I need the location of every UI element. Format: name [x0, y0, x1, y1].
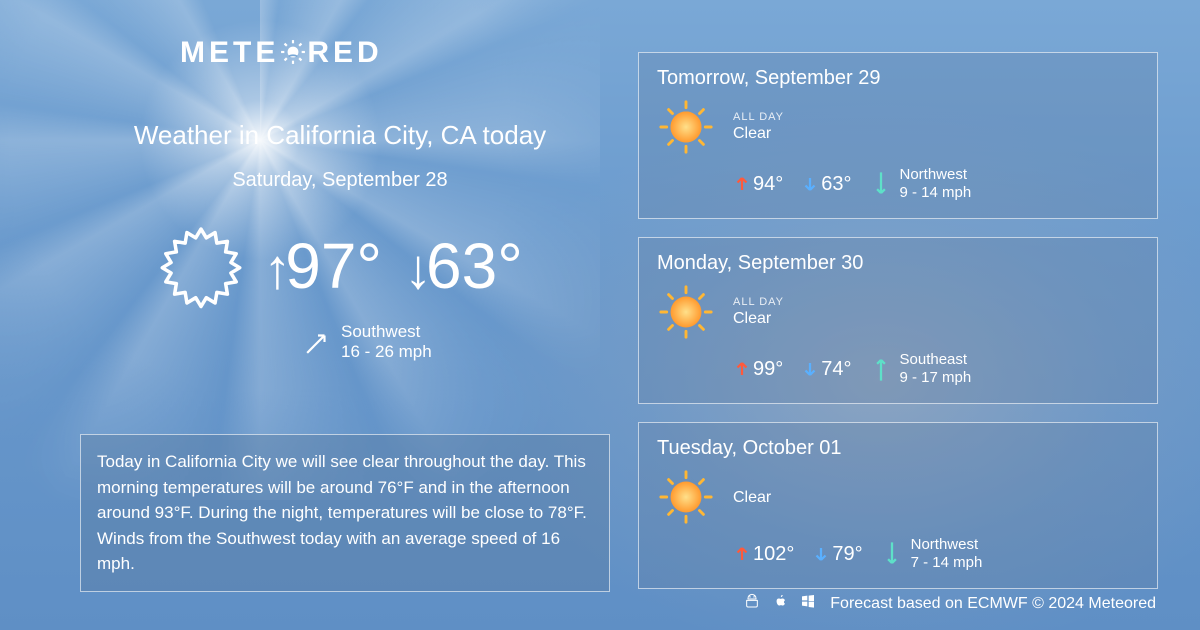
footer: Forecast based on ECMWF © 2024 Meteored [744, 593, 1156, 614]
forecast-low: 79° [812, 543, 862, 566]
today-date: Saturday, September 28 [80, 169, 600, 192]
android-icon [744, 593, 760, 614]
today-wind: Southwest 16 - 26 mph [305, 322, 600, 362]
footer-attribution: Forecast based on ECMWF © 2024 Meteored [830, 595, 1156, 613]
today-panel: Weather in California City, CA today Sat… [80, 120, 600, 362]
forecast-wind: Northwest 9 - 14 mph [870, 166, 972, 202]
today-temps: ↑97° ↓63° [80, 222, 600, 310]
forecast-low: 74° [801, 358, 851, 381]
today-high: ↑97° [263, 229, 382, 303]
forecast-condition: Clear [733, 125, 823, 143]
wind-arrow-icon [305, 329, 331, 355]
forecast-condition: Clear [733, 310, 823, 328]
forecast-low: 63° [801, 173, 851, 196]
forecast-card: Tomorrow, September 29 ALL DAY Clear [638, 52, 1158, 219]
brand-logo: METE RED [180, 36, 383, 70]
brand-text-1: METE [180, 36, 279, 69]
forecast-high: 94° [733, 173, 783, 196]
page-title: Weather in California City, CA today [80, 120, 600, 151]
brand-sun-icon [280, 39, 306, 65]
wind-direction-icon [876, 538, 907, 569]
allday-label: ALL DAY [733, 111, 823, 123]
apple-icon [772, 593, 788, 614]
forecast-wind: Northwest 7 - 14 mph [881, 536, 983, 572]
forecast-card: Monday, September 30 ALL DAY Clear 99° [638, 237, 1158, 404]
forecast-wind: Southeast 9 - 17 mph [870, 351, 972, 387]
wind-direction-icon [865, 168, 896, 199]
forecast-date: Tomorrow, September 29 [657, 67, 1139, 90]
today-low: ↓63° [404, 229, 523, 303]
brand-text-2: RED [307, 36, 382, 69]
forecast-date: Monday, September 30 [657, 252, 1139, 275]
today-wind-direction: Southwest [341, 322, 432, 342]
sun-outline-icon [157, 222, 245, 310]
allday-label: ALL DAY [733, 296, 823, 308]
sun-icon [657, 468, 715, 526]
wind-direction-icon [865, 353, 896, 384]
sun-icon [657, 283, 715, 341]
forecast-cards: Tomorrow, September 29 ALL DAY Clear [638, 52, 1158, 589]
forecast-high: 99° [733, 358, 783, 381]
forecast-high: 102° [733, 543, 794, 566]
windows-icon [800, 593, 816, 614]
today-summary: Today in California City we will see cle… [80, 434, 610, 592]
forecast-card: Tuesday, October 01 Clear 102° [638, 422, 1158, 589]
forecast-condition: Clear [733, 489, 823, 507]
today-wind-speed: 16 - 26 mph [341, 342, 432, 362]
forecast-date: Tuesday, October 01 [657, 437, 1139, 460]
sun-icon [657, 98, 715, 156]
